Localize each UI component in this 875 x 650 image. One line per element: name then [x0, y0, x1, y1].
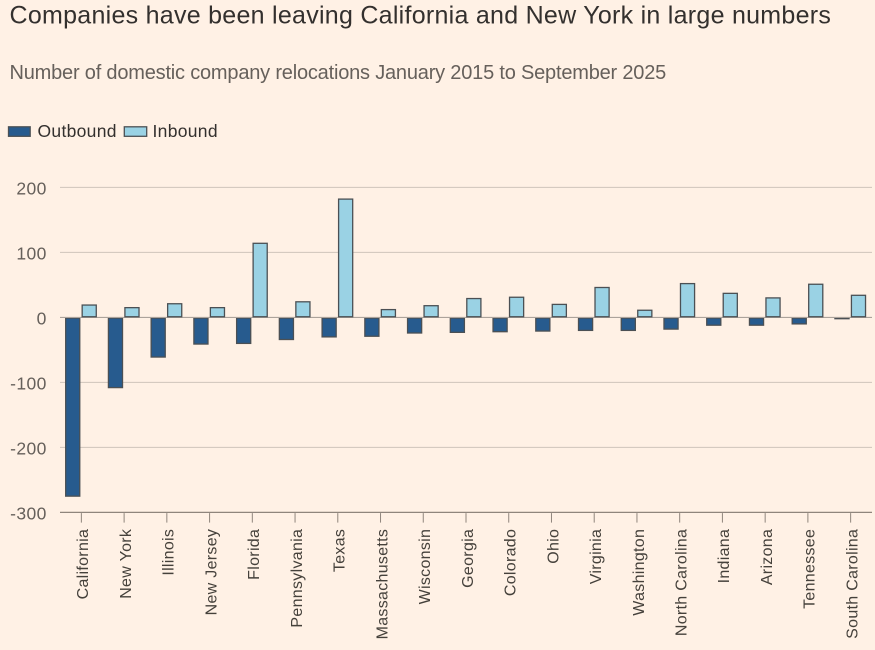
svg-text:Arizona: Arizona — [759, 529, 776, 585]
svg-text:Massachusetts: Massachusetts — [374, 529, 391, 640]
svg-text:-300: -300 — [10, 504, 47, 524]
svg-text:Ohio: Ohio — [545, 529, 562, 564]
svg-text:Texas: Texas — [332, 529, 349, 572]
svg-text:0: 0 — [37, 309, 47, 329]
svg-text:South Carolina: South Carolina — [844, 529, 861, 639]
svg-text:Colorado: Colorado — [503, 529, 520, 596]
svg-text:Inbound: Inbound — [153, 121, 218, 141]
svg-text:Outbound: Outbound — [38, 121, 117, 141]
svg-text:New York: New York — [118, 528, 135, 599]
svg-text:California: California — [75, 529, 92, 600]
svg-text:200: 200 — [16, 179, 46, 199]
svg-text:Number of domestic company rel: Number of domestic company relocations J… — [10, 62, 667, 84]
svg-text:-100: -100 — [10, 374, 47, 394]
svg-text:-200: -200 — [10, 439, 47, 459]
svg-text:Indiana: Indiana — [716, 529, 733, 584]
svg-text:Companies have been leaving Ca: Companies have been leaving California a… — [10, 2, 832, 30]
svg-text:New Jersey: New Jersey — [203, 529, 220, 616]
svg-text:Virginia: Virginia — [588, 529, 605, 584]
svg-text:Illinois: Illinois — [161, 529, 178, 576]
svg-text:Florida: Florida — [246, 529, 263, 580]
svg-text:Tennessee: Tennessee — [802, 529, 819, 609]
svg-text:North Carolina: North Carolina — [673, 529, 690, 636]
svg-text:Pennsylvania: Pennsylvania — [289, 529, 306, 628]
svg-text:100: 100 — [16, 244, 46, 264]
svg-text:Georgia: Georgia — [460, 529, 477, 588]
svg-text:Wisconsin: Wisconsin — [417, 529, 434, 605]
svg-text:Washington: Washington — [631, 529, 648, 616]
